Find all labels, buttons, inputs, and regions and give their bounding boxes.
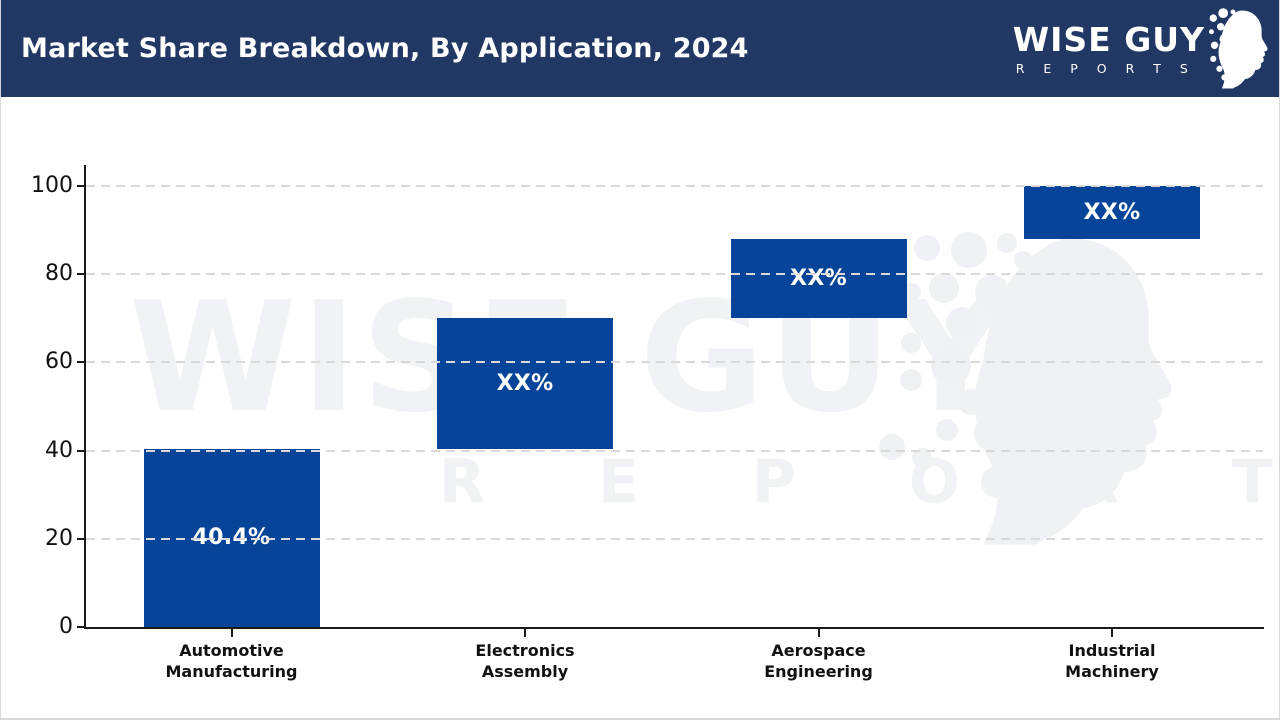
bar-industrial-machinery: XX% [1024, 186, 1200, 239]
y-tick-mark [77, 361, 86, 364]
x-axis-label-line: Manufacturing [165, 662, 298, 681]
x-axis-label-line: Aerospace [771, 641, 866, 660]
waterfall-chart: 0 20 40 60 80 100 40.4% Automotive Manufacturing… [1, 97, 1279, 718]
y-tick-label: 100 [31, 173, 73, 198]
y-tick-label: 80 [45, 261, 73, 287]
y-tick-label: 40 [45, 437, 73, 463]
bar-value-label: XX% [496, 371, 554, 397]
page-title: Market Share Breakdown, By Application, … [21, 33, 749, 64]
x-axis-label-line: Assembly [481, 662, 569, 681]
gridline-60 [86, 361, 1263, 364]
brand-logo-text: WISE GUY R E P O R T S [1012, 20, 1205, 77]
x-axis-label-line: Industrial [1068, 641, 1156, 660]
bar-electronics-assembly: XX% [437, 318, 613, 449]
x-axis-label-line: Electronics [475, 641, 575, 660]
y-tick-label: 60 [45, 349, 73, 375]
bar-aerospace-engineering: XX% [730, 238, 907, 319]
x-tick-mark [230, 629, 233, 637]
x-axis-label-line: Machinery [1065, 662, 1159, 681]
gridline-20 [86, 537, 1263, 540]
x-tick-mark [1111, 629, 1113, 637]
y-tick-mark [77, 449, 86, 452]
y-tick-mark [77, 273, 86, 276]
brand-name: WISE GUY [1012, 20, 1205, 59]
y-tick-label: 0 [59, 614, 73, 639]
y-axis-line [84, 165, 86, 627]
y-tick-mark [77, 185, 86, 187]
y-tick-label: 20 [45, 525, 73, 551]
x-axis-label-aerospace-engineering: Aerospace Engineering [689, 640, 949, 682]
gridline-80 [86, 273, 1263, 276]
brand-logo: WISE GUY R E P O R T S [1013, 6, 1269, 92]
y-tick-mark [77, 537, 86, 540]
header-band: Market Share Breakdown, By Application, … [1, 0, 1279, 97]
x-axis-label-automotive-manufacturing: Automotive Manufacturing [102, 640, 362, 682]
gridline-100 [86, 185, 1263, 187]
bar-value-label: XX% [1083, 199, 1141, 225]
x-tick-mark [817, 629, 820, 637]
brand-face-icon [1208, 8, 1268, 89]
brand-subtitle: R E P O R T S [1015, 61, 1196, 76]
x-axis-line [84, 627, 1264, 629]
x-axis-label-industrial-machinery: Industrial Machinery [982, 640, 1242, 682]
x-tick-mark [524, 629, 526, 637]
x-axis-label-line: Automotive [179, 641, 284, 660]
watermark-face-icon [879, 232, 1172, 545]
bar-value-label: XX% [790, 266, 847, 292]
x-axis-label-electronics-assembly: Electronics Assembly [395, 640, 655, 682]
y-tick-mark [77, 626, 86, 628]
gridline-40 [86, 449, 1263, 452]
x-axis-label-line: Engineering [764, 662, 873, 681]
